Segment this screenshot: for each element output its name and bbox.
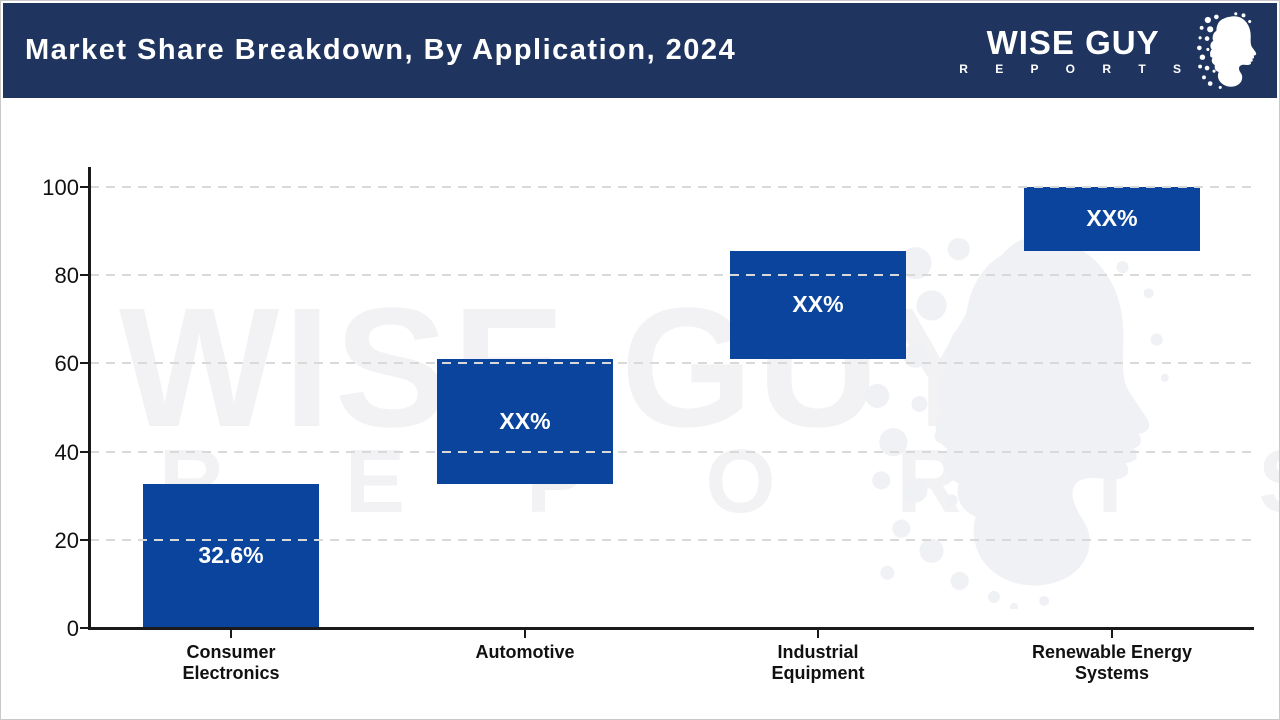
bar: [1024, 187, 1200, 252]
gridline: [90, 186, 1253, 188]
x-category-label: Renewable Energy Systems: [1031, 642, 1193, 683]
y-tick-label: 20: [54, 527, 79, 553]
bar-value-label: XX%: [499, 407, 551, 434]
logo-face-icon: [1197, 11, 1257, 89]
gridline: [90, 450, 1253, 453]
watermark-face-icon: [865, 227, 1169, 609]
logo-text: WISE GUY R E P O R T S: [953, 26, 1193, 75]
y-tick-label: 100: [42, 175, 79, 200]
x-category-label: Automotive: [475, 642, 575, 662]
gridline: [90, 274, 1253, 277]
y-tick-label: 0: [66, 616, 79, 641]
y-tick-label: 80: [54, 263, 79, 289]
bar: [730, 251, 906, 359]
bar-value-label: 32.6%: [198, 542, 264, 569]
y-tick-mark: [80, 538, 88, 541]
y-tick-label: 60: [54, 351, 79, 377]
header: Market Share Breakdown, By Application, …: [3, 3, 1277, 98]
y-tick-mark: [80, 186, 88, 188]
bar-value-label: XX%: [792, 291, 844, 318]
y-tick-mark: [80, 274, 88, 277]
bar: [437, 358, 613, 485]
logo-wordmark: WISE GUY: [986, 24, 1160, 61]
x-axis-line: [88, 627, 1254, 630]
x-tick-mark: [524, 630, 526, 638]
y-tick-mark: [80, 450, 88, 453]
page-title: Market Share Breakdown, By Application, …: [25, 34, 737, 66]
bar-value-label: XX%: [1086, 205, 1138, 232]
gridline: [90, 538, 1253, 541]
x-category-label: Industrial Equipment: [771, 642, 865, 683]
y-tick-label: 40: [54, 439, 79, 465]
wiseguy-logo: WISE GUY R E P O R T S: [953, 11, 1259, 91]
bar: [143, 484, 319, 628]
y-tick-mark: [80, 362, 88, 365]
gridline: [90, 362, 1253, 365]
y-axis-line: [88, 167, 91, 630]
x-tick-mark: [1111, 630, 1113, 638]
x-tick-mark: [817, 630, 819, 638]
y-tick-mark: [80, 627, 88, 629]
logo-subtitle: R E P O R T S: [959, 62, 1193, 76]
x-tick-mark: [230, 630, 232, 638]
x-category-label: Consumer Electronics: [182, 642, 280, 683]
